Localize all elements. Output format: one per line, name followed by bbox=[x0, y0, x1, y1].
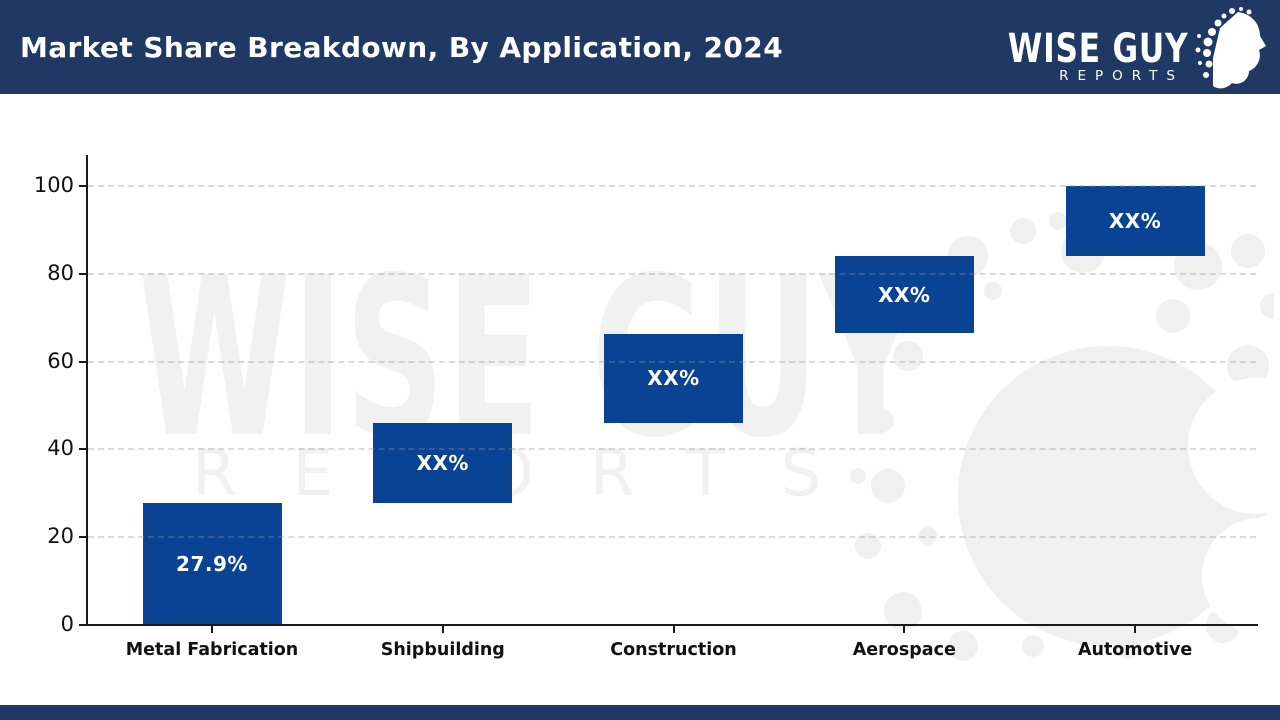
brand-logo: WISE GUY REPORTS bbox=[1008, 4, 1270, 92]
gridline bbox=[88, 536, 1256, 539]
y-tick-label: 60 bbox=[47, 348, 74, 373]
y-tick bbox=[79, 448, 88, 451]
bar bbox=[834, 256, 974, 334]
header-band: Market Share Breakdown, By Application, … bbox=[0, 0, 1280, 94]
bar bbox=[142, 502, 282, 625]
bar bbox=[604, 333, 743, 424]
y-tick-label: 0 bbox=[60, 612, 74, 636]
x-axis-label: Aerospace bbox=[852, 640, 956, 660]
y-tick bbox=[79, 272, 88, 275]
y-tick-label: 80 bbox=[47, 260, 74, 285]
x-axis-line bbox=[86, 624, 1258, 626]
x-tick bbox=[903, 626, 906, 633]
bar-value-label: XX% bbox=[647, 366, 700, 391]
x-tick bbox=[1134, 626, 1137, 633]
x-tick bbox=[211, 626, 213, 633]
gridline bbox=[88, 272, 1256, 275]
y-tick bbox=[79, 624, 88, 626]
x-tick bbox=[441, 626, 444, 633]
y-tick bbox=[79, 360, 88, 363]
x-axis-label: Construction bbox=[610, 640, 737, 660]
brand-name-text: WISE GUY bbox=[1007, 26, 1188, 72]
bar bbox=[373, 423, 513, 503]
brand-subname-text: REPORTS bbox=[1059, 68, 1184, 84]
bar-value-label: 27.9% bbox=[176, 551, 248, 576]
watermark-text-reports: REPORTS bbox=[192, 437, 878, 511]
watermark-text-wiseguy: WISE GUY bbox=[138, 230, 922, 486]
bar-value-label: XX% bbox=[878, 282, 931, 307]
footer-band bbox=[0, 705, 1280, 720]
y-tick-label: 100 bbox=[33, 173, 74, 197]
x-axis-label: Automotive bbox=[1077, 640, 1193, 660]
y-tick-label: 40 bbox=[47, 436, 74, 461]
bar bbox=[1065, 186, 1205, 257]
x-tick bbox=[672, 626, 675, 633]
page-title: Market Share Breakdown, By Application, … bbox=[20, 30, 784, 64]
y-axis-line bbox=[86, 155, 88, 626]
gridline bbox=[88, 360, 1256, 363]
x-axis-label: Metal Fabrication bbox=[125, 640, 299, 660]
gridline bbox=[88, 185, 1256, 187]
bar-value-label: XX% bbox=[1108, 209, 1162, 234]
x-axis-label: Shipbuilding bbox=[380, 640, 505, 660]
y-tick bbox=[79, 185, 88, 187]
brand-face-icon bbox=[1195, 7, 1266, 89]
y-tick-label: 20 bbox=[47, 524, 74, 549]
gridline bbox=[88, 448, 1256, 451]
y-tick bbox=[79, 536, 88, 539]
bar-value-label: XX% bbox=[416, 450, 469, 475]
